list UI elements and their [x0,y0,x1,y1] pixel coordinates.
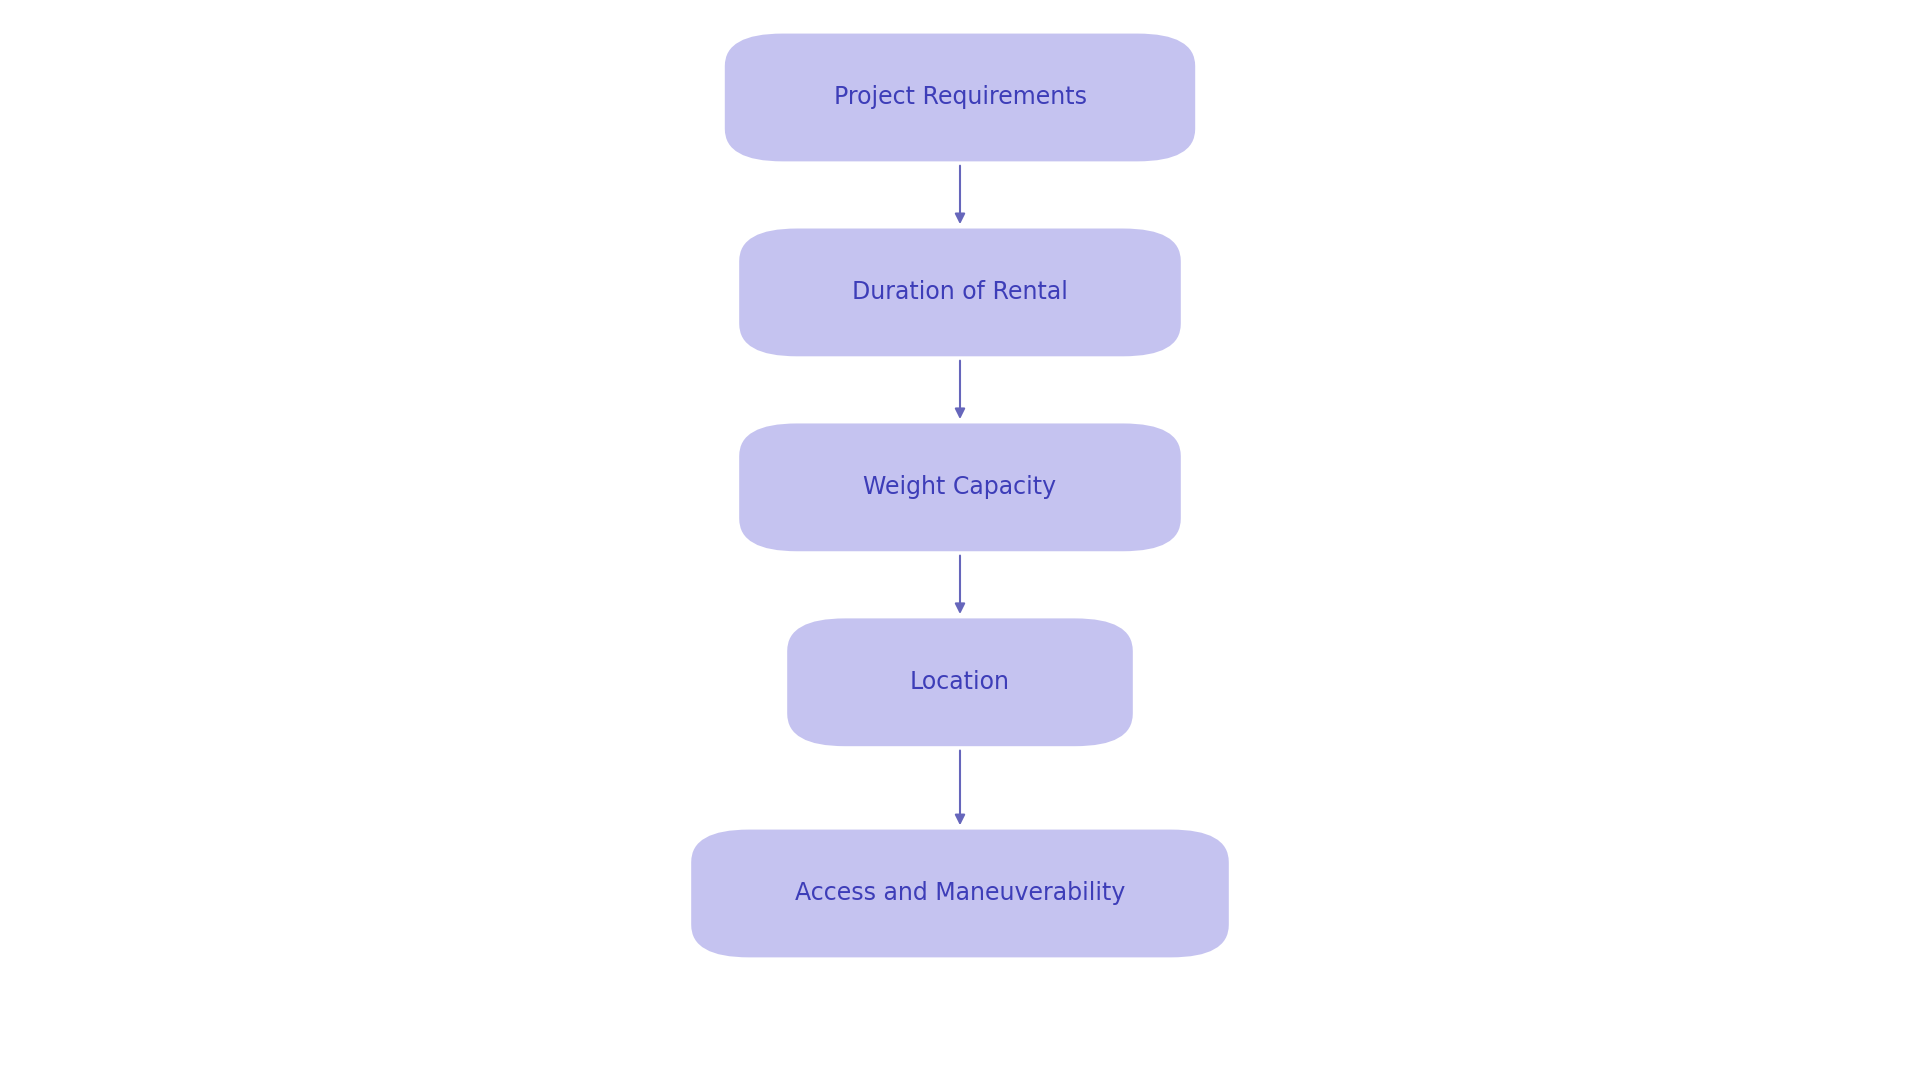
Text: Location: Location [910,670,1010,694]
FancyBboxPatch shape [691,830,1229,957]
FancyBboxPatch shape [739,229,1181,356]
FancyBboxPatch shape [787,618,1133,746]
FancyBboxPatch shape [724,34,1194,161]
Text: Duration of Rental: Duration of Rental [852,280,1068,304]
Text: Access and Maneuverability: Access and Maneuverability [795,882,1125,905]
Text: Weight Capacity: Weight Capacity [864,475,1056,499]
Text: Project Requirements: Project Requirements [833,86,1087,109]
FancyBboxPatch shape [739,423,1181,551]
